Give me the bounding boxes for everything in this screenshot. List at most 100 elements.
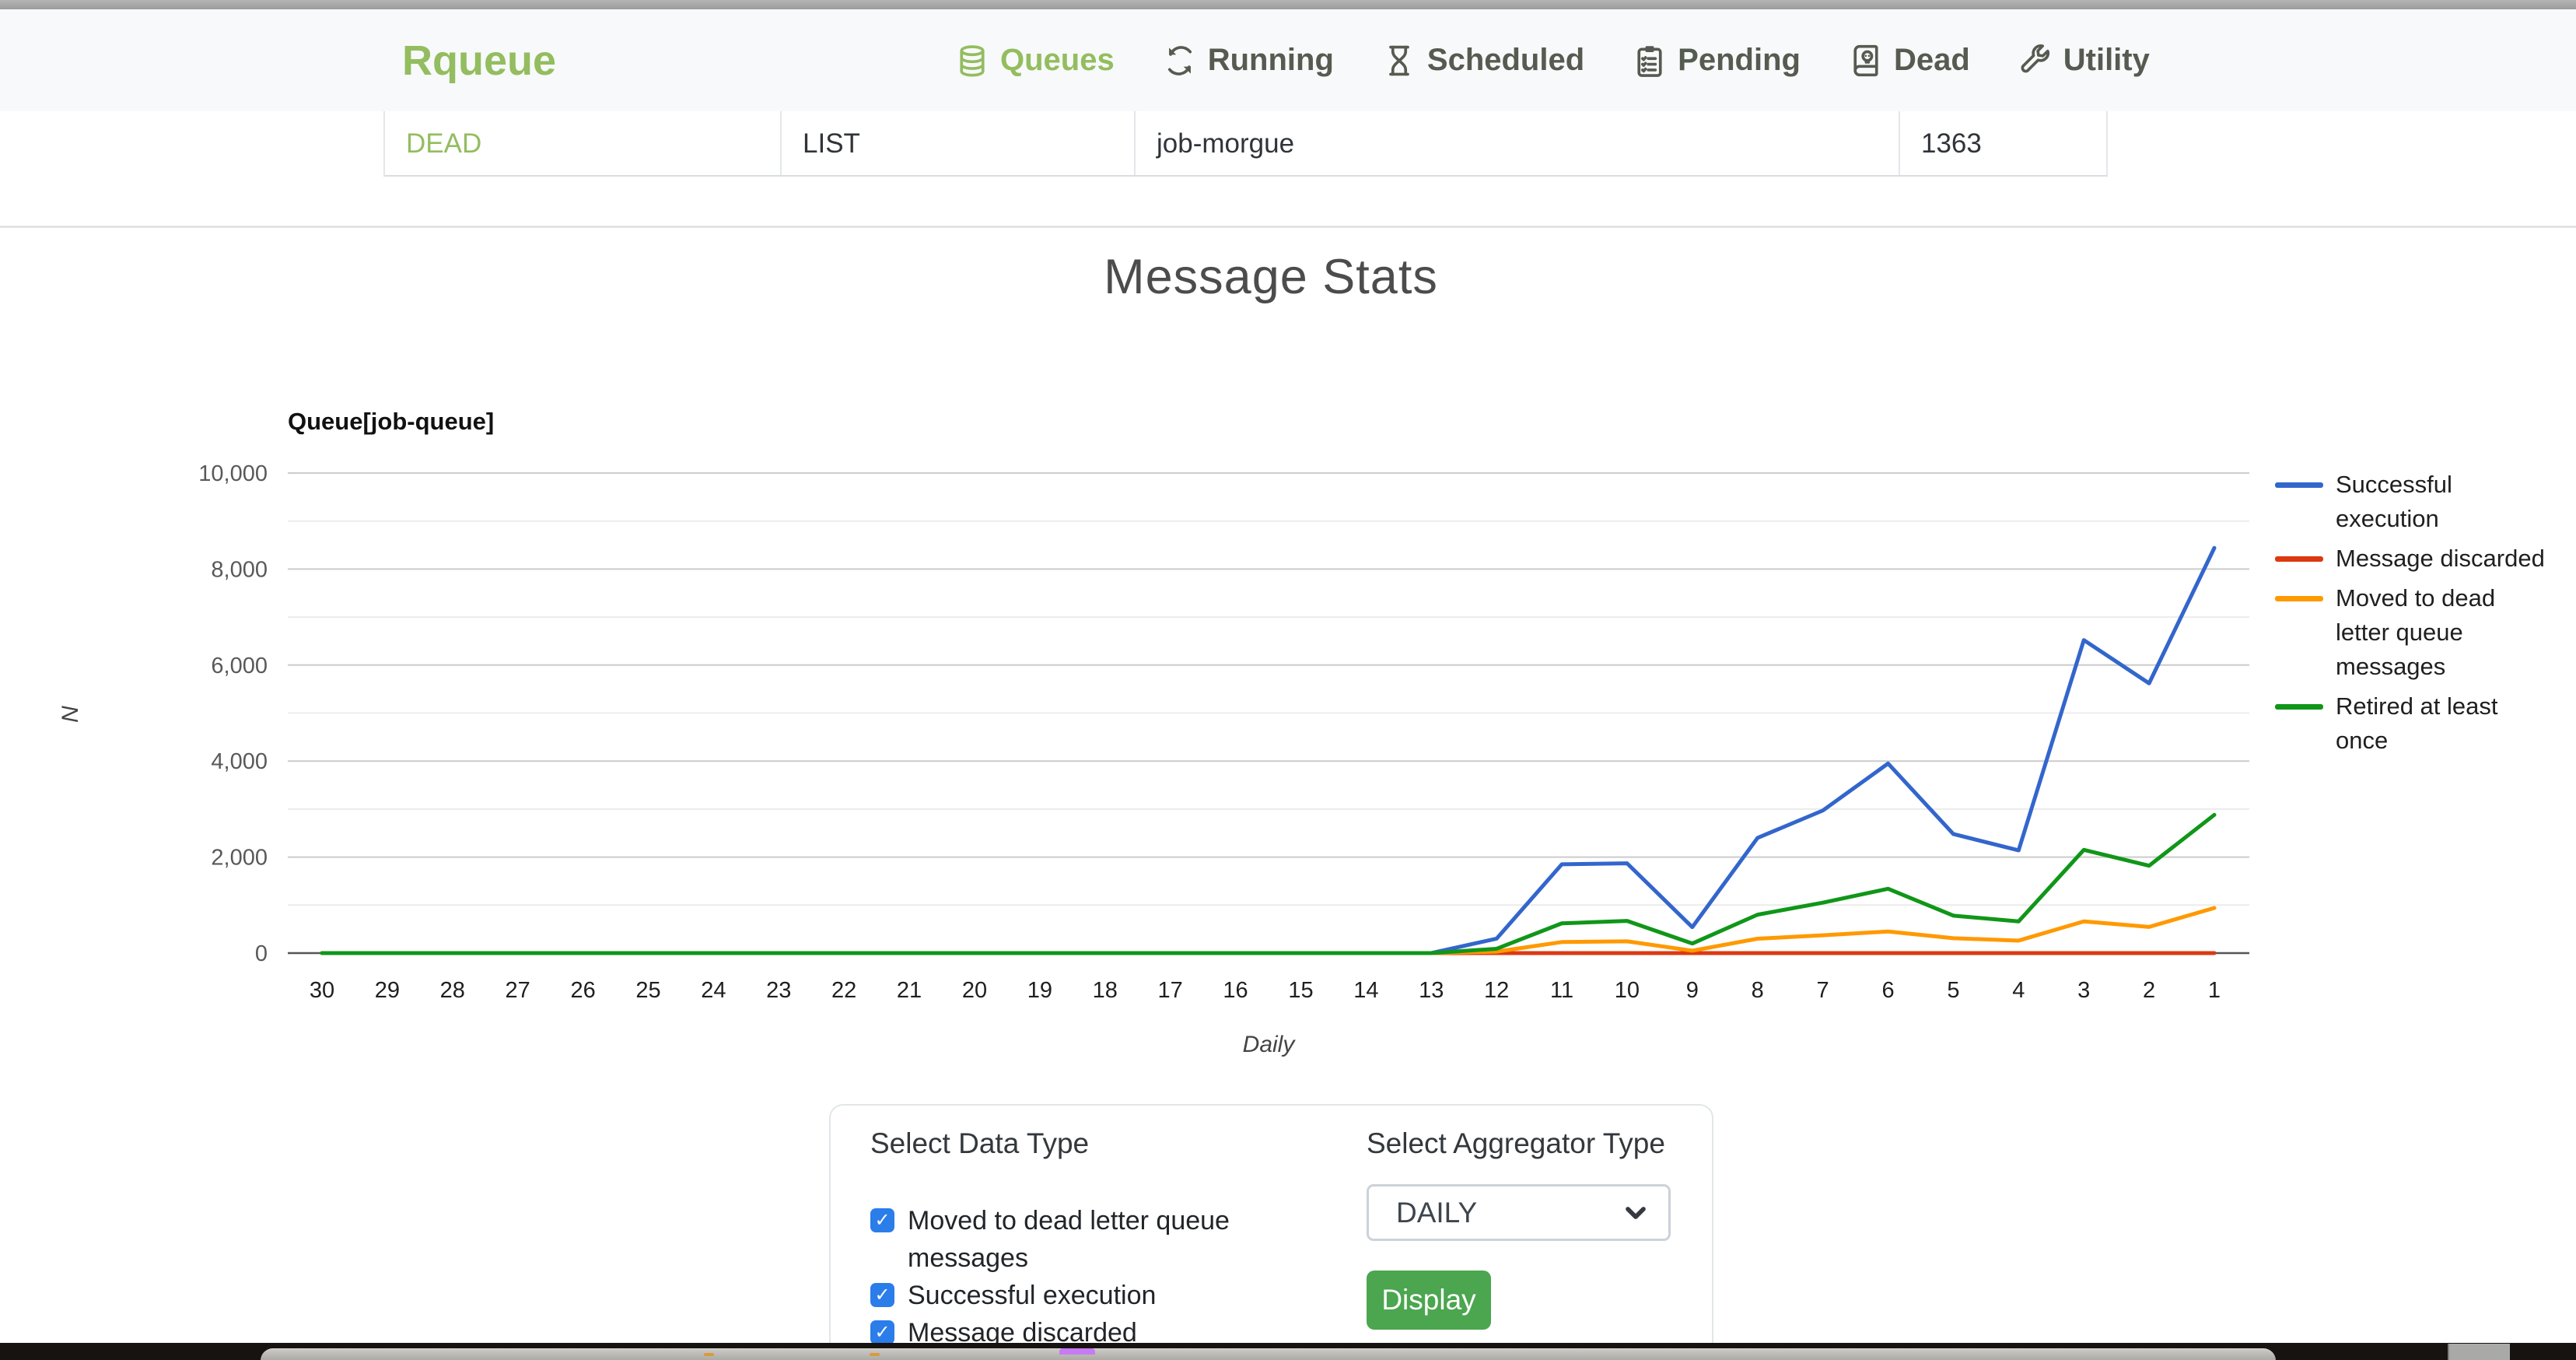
checkbox-label: Moved to dead letter queue messages — [908, 1206, 1230, 1273]
nav-item-running[interactable]: Running — [1163, 43, 1334, 78]
nav-item-pending[interactable]: Pending — [1633, 43, 1801, 78]
background-window-fragment — [2448, 1344, 2510, 1360]
x-axis-title: Daily — [1243, 1032, 1297, 1057]
x-tick-label: 8 — [1752, 978, 1764, 1003]
x-tick-label: 1 — [2208, 978, 2221, 1003]
nav-item-label: Utility — [2063, 43, 2150, 77]
main-nav: Queues Running Scheduled Pending Dead Utility — [955, 9, 2150, 111]
data-type-checkbox-row[interactable]: Message discarded — [870, 1314, 1353, 1351]
checkbox-label: Successful execution — [908, 1281, 1157, 1310]
legend-swatch — [2275, 704, 2323, 710]
data-type-checkbox-row[interactable]: Successful execution — [870, 1277, 1353, 1314]
legend-item: Moved to dead letter queue messages — [2275, 581, 2547, 684]
queue-type-cell: LIST — [782, 111, 1136, 175]
nav-item-label: Running — [1207, 43, 1334, 77]
macos-dock-strip — [0, 1343, 2576, 1360]
data-type-heading: Select Data Type — [870, 1127, 1090, 1159]
dock-indicator-dot — [870, 1353, 880, 1356]
x-tick-label: 29 — [375, 978, 400, 1003]
table-row: DEAD LIST job-morgue 1363 — [383, 111, 2108, 177]
x-tick-label: 24 — [701, 978, 726, 1003]
display-button[interactable]: Display — [1367, 1271, 1491, 1330]
y-tick-label: 10,000 — [198, 461, 268, 486]
legend-swatch — [2275, 556, 2323, 562]
x-tick-label: 28 — [440, 978, 465, 1003]
series-line — [320, 812, 2217, 955]
x-tick-label: 18 — [1093, 978, 1118, 1003]
chart-legend: Successful execution Message discarded Mov… — [2275, 468, 2547, 758]
x-tick-label: 20 — [962, 978, 987, 1003]
nav-item-label: Pending — [1678, 43, 1801, 77]
x-tick-label: 5 — [1947, 978, 1959, 1003]
dock-indicator-dot — [704, 1353, 714, 1356]
x-tick-label: 21 — [897, 978, 922, 1003]
x-tick-label: 15 — [1288, 978, 1313, 1003]
nav-item-label: Queues — [1000, 43, 1115, 77]
nav-item-label: Dead — [1893, 43, 1970, 77]
x-tick-label: 14 — [1353, 978, 1378, 1003]
brand-rqueue[interactable]: Rqueue — [402, 37, 557, 84]
x-tick-label: 17 — [1158, 978, 1183, 1003]
nav-item-label: Scheduled — [1426, 43, 1585, 77]
x-tick-label: 27 — [506, 978, 530, 1003]
checkbox-label: Message discarded — [908, 1318, 1137, 1348]
x-tick-label: 11 — [1550, 978, 1573, 1003]
legend-swatch — [2275, 482, 2323, 488]
data-type-column: Select Data Type Moved to dead letter qu… — [870, 1127, 1353, 1360]
queue-name-cell: DEAD — [385, 111, 782, 175]
sync-icon — [1167, 45, 1192, 75]
queue-size-cell: 1363 — [1921, 128, 1982, 159]
chart-controls-card: Select Data Type Moved to dead letter qu… — [829, 1104, 1713, 1360]
x-tick-label: 26 — [570, 978, 595, 1003]
x-tick-label: 25 — [635, 978, 660, 1003]
legend-label: Message discarded — [2336, 545, 2545, 572]
x-tick-label: 23 — [766, 978, 791, 1003]
x-tick-label: 4 — [2012, 978, 2025, 1003]
chart-title: Queue[job-queue] — [288, 408, 494, 435]
checkbox-checked-icon[interactable] — [870, 1320, 894, 1344]
y-tick-label: 8,000 — [211, 557, 268, 582]
legend-item: Retired at least once — [2275, 689, 2547, 758]
data-type-checkbox-row[interactable]: Moved to dead letter queue messages — [870, 1202, 1353, 1277]
x-tick-label: 12 — [1484, 978, 1509, 1003]
x-tick-label: 10 — [1615, 978, 1640, 1003]
legend-item: Message discarded — [2275, 542, 2547, 576]
queue-value-cell: job-morgue — [1136, 111, 1900, 175]
page-title: Message Stats — [1104, 250, 1438, 304]
y-axis-title: N — [58, 706, 83, 723]
legend-label: Successful execution — [2336, 471, 2452, 532]
queue-dead-link[interactable]: DEAD — [406, 128, 482, 159]
wrench-icon — [2021, 44, 2049, 72]
dock-app-icon[interactable] — [1059, 1348, 1095, 1355]
checkbox-checked-icon[interactable] — [870, 1283, 894, 1307]
checkbox-checked-icon[interactable] — [870, 1208, 894, 1232]
legend-label: Moved to dead letter queue messages — [2336, 584, 2496, 680]
x-tick-label: 30 — [310, 978, 334, 1003]
chevron-down-icon — [1626, 1206, 1646, 1219]
x-tick-label: 7 — [1817, 978, 1829, 1003]
aggregator-heading: Select Aggregator Type — [1367, 1127, 1665, 1159]
nav-item-queues[interactable]: Queues — [955, 43, 1115, 78]
hourglass-icon — [1389, 45, 1409, 75]
clipboard-icon — [1637, 45, 1662, 77]
legend-item: Successful execution — [2275, 468, 2547, 536]
y-tick-label: 0 — [255, 941, 268, 966]
legend-swatch — [2275, 596, 2323, 601]
nav-item-utility[interactable]: Utility — [2018, 43, 2150, 78]
nav-item-dead[interactable]: Dead — [1849, 43, 1970, 78]
x-tick-label: 13 — [1419, 978, 1444, 1003]
database-icon — [960, 44, 985, 77]
aggregator-column: Select Aggregator Type DAILY Display — [1367, 1127, 1678, 1330]
aggregator-select-value: DAILY — [1396, 1196, 1478, 1229]
nav-item-scheduled[interactable]: Scheduled — [1382, 43, 1584, 78]
series-line — [320, 545, 2217, 955]
x-tick-label: 16 — [1223, 978, 1248, 1003]
x-tick-label: 3 — [2077, 978, 2090, 1003]
dock-bar[interactable] — [261, 1348, 2276, 1360]
x-tick-label: 6 — [1881, 978, 1894, 1003]
aggregator-select[interactable]: DAILY — [1367, 1184, 1671, 1241]
skull-book-icon — [1853, 44, 1878, 76]
x-tick-label: 9 — [1686, 978, 1699, 1003]
x-tick-label: 22 — [831, 978, 856, 1003]
